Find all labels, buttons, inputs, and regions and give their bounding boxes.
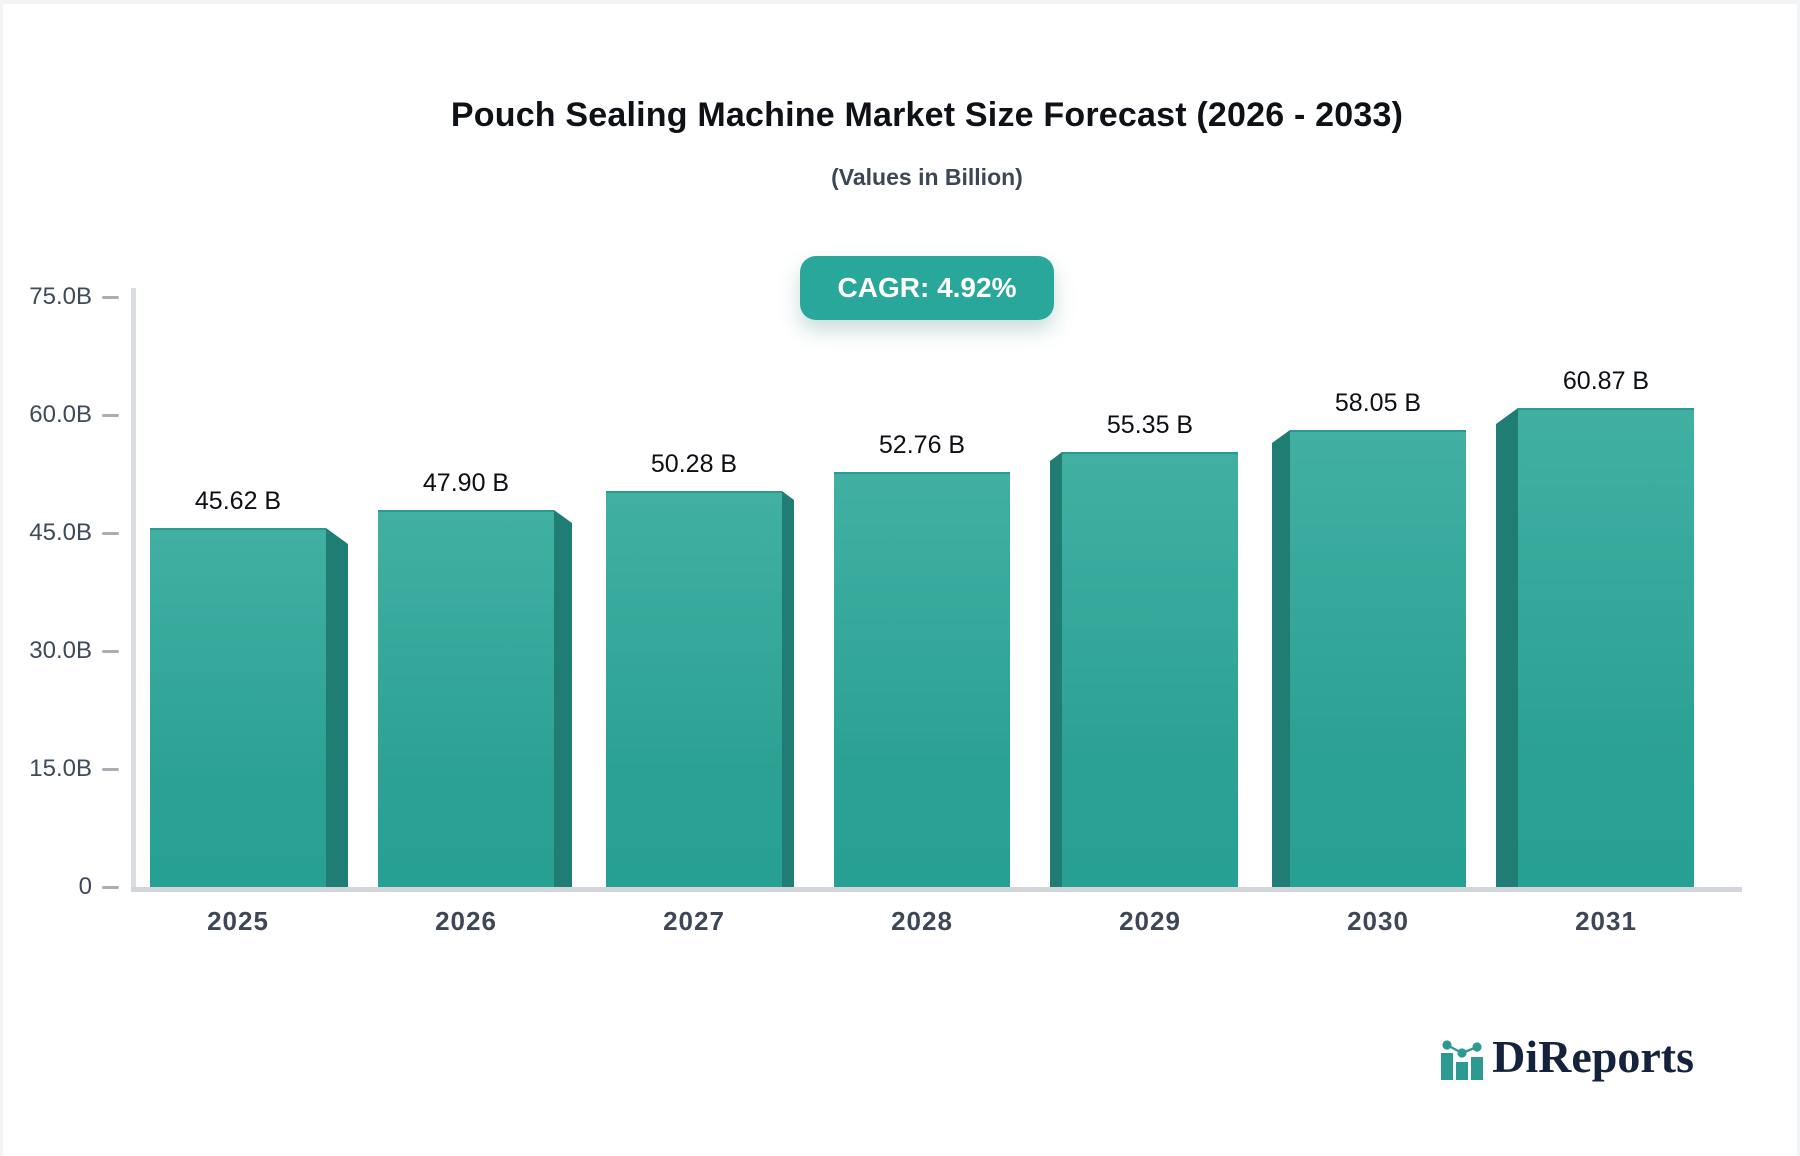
y-tick-label: 75.0B (29, 283, 92, 310)
bar-2025 (150, 528, 326, 887)
bar-3d-side (782, 491, 794, 887)
y-tick-mark (102, 413, 119, 417)
cagr-badge-row: CAGR: 4.92% (27, 256, 1800, 320)
direports-logo: DiReports (1439, 1034, 1694, 1080)
bar-value-label: 55.35 B (1106, 411, 1194, 439)
bar-value-label: 60.87 B (1562, 367, 1650, 395)
y-tick-label: 45.0B (29, 519, 92, 546)
bar-value-label: 45.62 B (194, 487, 282, 515)
y-tick-label: 60.0B (29, 401, 92, 428)
y-tick-mark (102, 767, 119, 771)
bar-2029 (1062, 452, 1238, 887)
x-tick-label-2031: 2031 (1575, 906, 1637, 936)
x-tick-label-2028: 2028 (891, 906, 953, 936)
y-tick-mark (102, 649, 119, 653)
y-tick-mark (102, 295, 119, 299)
bar-2026 (378, 510, 554, 887)
bar-3d-side (1272, 430, 1290, 887)
y-tick-label: 0 (78, 873, 92, 900)
chart-title: Pouch Sealing Machine Market Size Foreca… (450, 96, 1404, 134)
bar-value-label: 50.28 B (650, 450, 738, 478)
bar-value-label: 58.05 B (1334, 389, 1422, 417)
bar-2028 (834, 472, 1010, 887)
mini-bar-chart-icon (1441, 1040, 1484, 1080)
chart-subtitle: (Values in Billion) (831, 164, 1023, 190)
x-tick-label-2029: 2029 (1119, 906, 1181, 936)
bar-3d-side (326, 528, 348, 887)
bar-value-label: 52.76 B (878, 431, 966, 459)
logo-text: DiReports (1492, 1031, 1694, 1082)
bar-2027 (606, 491, 782, 887)
y-axis-line (131, 288, 136, 892)
bar-3d-side (1496, 408, 1518, 887)
y-tick-label: 30.0B (29, 637, 92, 664)
x-tick-label-2025: 2025 (207, 906, 269, 936)
x-axis-line (131, 887, 1742, 892)
cagr-badge: CAGR: 4.92% (799, 256, 1055, 320)
y-tick-label: 15.0B (29, 755, 92, 782)
bar-2031 (1518, 408, 1694, 887)
y-tick-mark (102, 885, 119, 889)
y-tick-mark (102, 531, 119, 535)
bar-3d-side (554, 510, 572, 887)
x-tick-label-2030: 2030 (1347, 906, 1409, 936)
x-tick-label-2026: 2026 (435, 906, 497, 936)
bar-2030 (1290, 430, 1466, 887)
bar-3d-side (1050, 452, 1062, 887)
x-tick-label-2027: 2027 (663, 906, 725, 936)
bar-value-label: 47.90 B (422, 469, 510, 497)
